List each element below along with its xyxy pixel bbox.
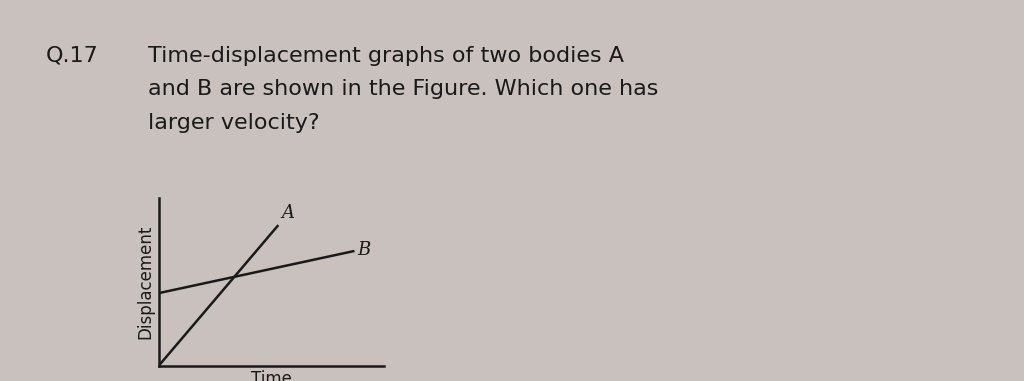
Text: Q.17: Q.17 bbox=[46, 46, 99, 66]
Text: Time-displacement graphs of two bodies A
and B are shown in the Figure. Which on: Time-displacement graphs of two bodies A… bbox=[148, 46, 658, 133]
Text: B: B bbox=[357, 241, 371, 259]
X-axis label: Time: Time bbox=[251, 370, 292, 381]
Text: A: A bbox=[282, 204, 295, 222]
Y-axis label: Displacement: Displacement bbox=[136, 225, 155, 339]
